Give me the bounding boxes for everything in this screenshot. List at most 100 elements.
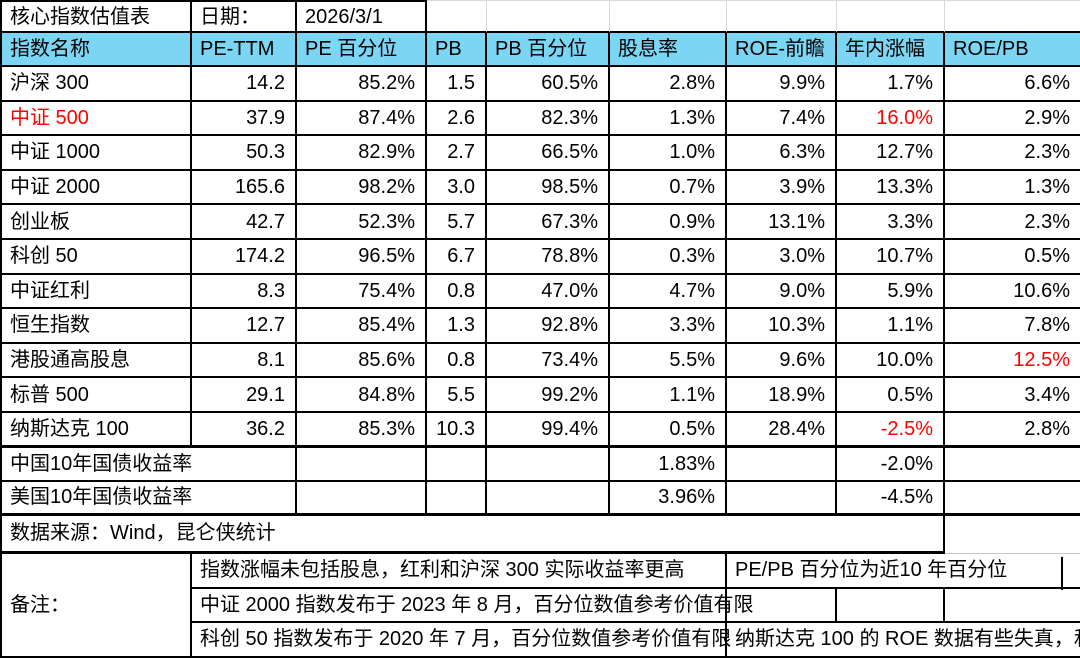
note-item: 中证 2000 指数发布于 2023 年 8 月，百分位数值参考价值有限	[192, 588, 753, 623]
value-cell: 2.7	[427, 136, 487, 171]
notes-label: 备注：	[2, 553, 192, 658]
value-cell: 85.3%	[297, 412, 427, 448]
value-cell: 85.6%	[297, 343, 427, 379]
value-cell: 50.3	[192, 136, 297, 171]
value-cell: 13.3%	[837, 170, 945, 206]
value-cell: 10.0%	[837, 343, 945, 379]
value-cell: 78.8%	[487, 239, 610, 275]
value-cell: 84.8%	[297, 378, 427, 413]
value-cell: 6.6%	[945, 67, 1080, 102]
bond-ytd-cell: -2.0%	[837, 447, 945, 482]
table-title: 核心指数估值表	[2, 0, 192, 33]
value-cell: 0.3%	[610, 239, 727, 275]
value-cell: 3.9%	[727, 170, 837, 206]
value-cell: 28.4%	[727, 412, 837, 448]
value-cell: 10.3%	[727, 309, 837, 344]
value-cell: 92.8%	[487, 309, 610, 344]
empty-cell	[487, 481, 610, 516]
empty-cell	[727, 588, 837, 623]
value-cell: 47.0%	[487, 274, 610, 310]
empty-cell	[297, 481, 427, 516]
value-cell: 174.2	[192, 239, 297, 275]
value-cell: 87.4%	[297, 101, 427, 137]
index-name-cell: 科创 50	[2, 239, 192, 275]
value-cell: 60.5%	[487, 67, 610, 102]
value-cell: 14.2	[192, 67, 297, 102]
value-cell: 1.5	[427, 67, 487, 102]
empty-cell	[945, 482, 1080, 516]
header-pe-ttm: PE-TTM	[192, 33, 297, 67]
note-item: 科创 50 指数发布于 2020 年 7 月，百分位数值参考价值有限	[192, 622, 731, 658]
index-name-cell: 纳斯达克 100	[2, 412, 192, 448]
value-cell: 3.0%	[727, 239, 837, 275]
header-pe-percentile: PE 百分位	[297, 33, 427, 67]
value-cell: 82.9%	[297, 136, 427, 171]
value-cell: 1.3	[427, 309, 487, 344]
header-index-name: 指数名称	[2, 33, 192, 67]
index-name-cell: 中证 2000	[2, 170, 192, 206]
empty-cell	[427, 481, 487, 516]
value-cell: 6.3%	[727, 136, 837, 171]
value-cell: 10.6%	[945, 275, 1080, 310]
bond-yield-cell: 1.83%	[610, 447, 727, 482]
bond-name-cell: 美国10年国债收益率	[2, 481, 297, 516]
value-cell: 2.8%	[945, 413, 1080, 448]
value-cell: 2.3%	[945, 205, 1080, 240]
value-cell: 1.3%	[610, 101, 727, 137]
value-cell: 3.3%	[837, 205, 945, 240]
empty-cell	[945, 516, 1080, 554]
value-cell: 8.3	[192, 274, 297, 310]
value-cell: 7.8%	[945, 309, 1080, 344]
empty-cell	[727, 481, 837, 516]
value-cell: 1.3%	[945, 171, 1080, 206]
header-dividend-yield: 股息率	[610, 33, 727, 67]
value-cell: 1.7%	[837, 67, 945, 102]
value-cell: 0.5%	[837, 378, 945, 413]
index-name-cell: 中证红利	[2, 274, 192, 310]
value-cell: 52.3%	[297, 205, 427, 240]
empty-cell	[487, 0, 610, 33]
value-cell: 3.0	[427, 170, 487, 206]
empty-cell	[610, 0, 727, 33]
header-roe-pb: ROE/PB	[945, 33, 1080, 67]
value-cell: 2.9%	[945, 102, 1080, 137]
value-cell: 5.9%	[837, 274, 945, 310]
index-name-cell: 中证 1000	[2, 136, 192, 171]
value-cell: 99.4%	[487, 412, 610, 448]
value-cell: 1.1%	[610, 378, 727, 413]
empty-cell	[837, 0, 945, 33]
note-item: 指数涨幅未包括股息，红利和沪深 300 实际收益率更高	[192, 553, 727, 589]
date-value: 2026/3/1	[297, 0, 427, 33]
value-cell: 5.7	[427, 205, 487, 240]
index-name-cell: 创业板	[2, 205, 192, 240]
value-cell: -2.5%	[837, 412, 945, 448]
empty-cell	[945, 448, 1080, 482]
empty-cell	[727, 447, 837, 482]
divider	[1061, 557, 1063, 590]
value-cell: 67.3%	[487, 205, 610, 240]
value-cell: 5.5	[427, 378, 487, 413]
value-cell: 1.1%	[837, 309, 945, 344]
value-cell: 9.9%	[727, 67, 837, 102]
value-cell: 2.6	[427, 101, 487, 137]
empty-cell	[945, 0, 1080, 33]
index-name-cell: 沪深 300	[2, 67, 192, 102]
value-cell: 12.7	[192, 309, 297, 344]
value-cell: 1.0%	[610, 136, 727, 171]
value-cell: 2.8%	[610, 67, 727, 102]
empty-cell	[727, 0, 837, 33]
bond-ytd-cell: -4.5%	[837, 481, 945, 516]
value-cell: 18.9%	[727, 378, 837, 413]
value-cell: 36.2	[192, 412, 297, 448]
value-cell: 6.7	[427, 239, 487, 275]
value-cell: 12.7%	[837, 136, 945, 171]
header-roe-forward: ROE-前瞻	[727, 33, 837, 67]
value-cell: 3.3%	[610, 309, 727, 344]
value-cell: 96.5%	[297, 239, 427, 275]
value-cell: 16.0%	[837, 101, 945, 137]
bond-name-cell: 中国10年国债收益率	[2, 447, 297, 482]
value-cell: 73.4%	[487, 343, 610, 379]
header-pb-percentile: PB 百分位	[487, 33, 610, 67]
value-cell: 0.8	[427, 343, 487, 379]
